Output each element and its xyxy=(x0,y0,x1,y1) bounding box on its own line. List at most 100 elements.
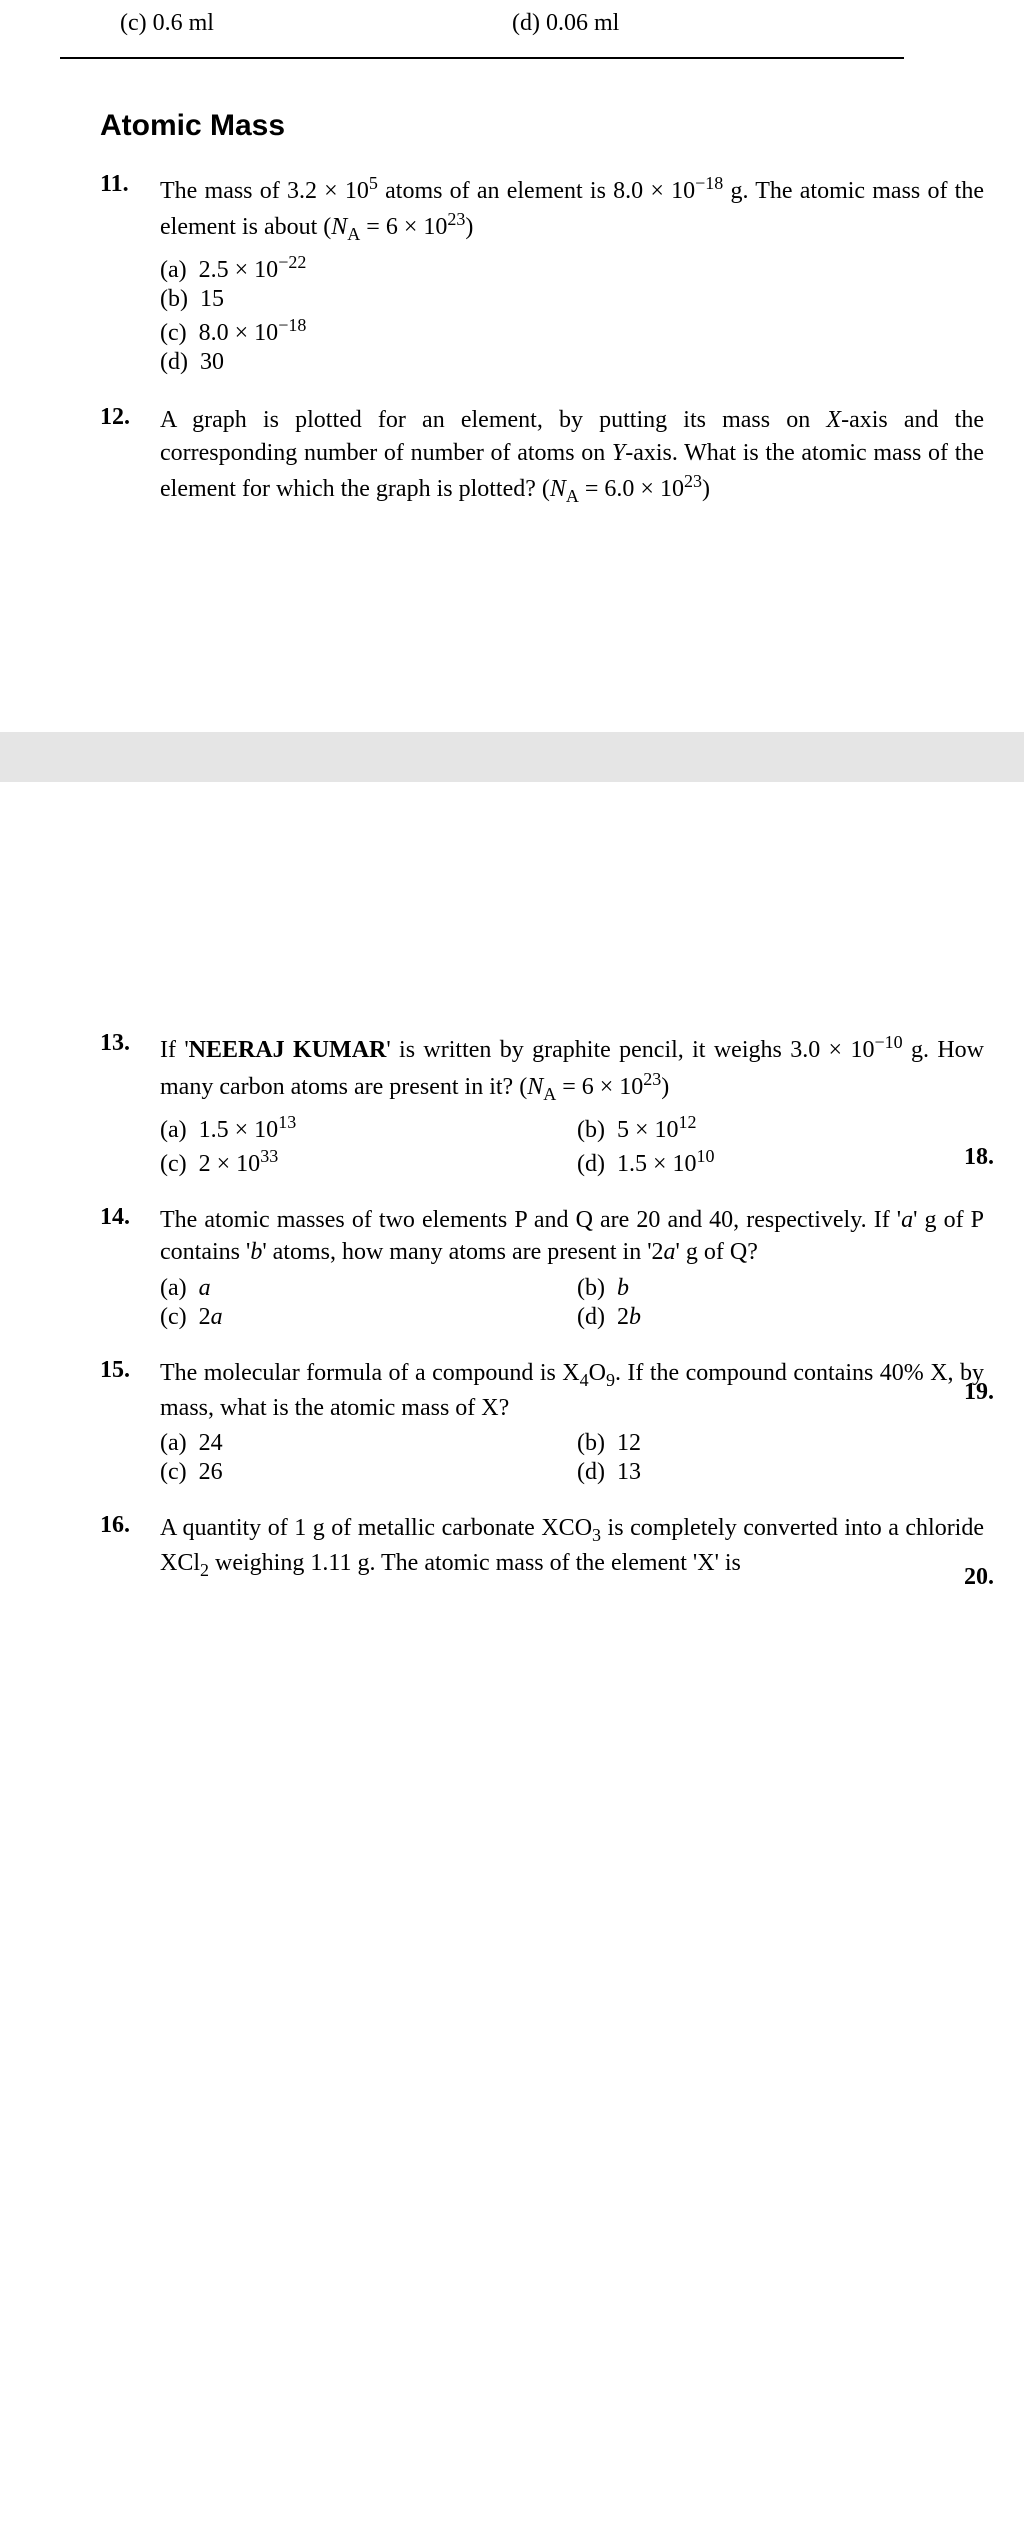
option-c: (c) 8.0 × 10−18 xyxy=(160,315,984,347)
question-number: 13. xyxy=(100,1030,160,1177)
option-label: (c) xyxy=(160,1151,187,1177)
question-13: 13. If 'NEERAJ KUMAR' is written by grap… xyxy=(0,1022,1024,1195)
option-b: (b) 15 xyxy=(160,286,984,313)
option-var: b xyxy=(629,1304,641,1330)
option-text: 15 xyxy=(200,286,224,312)
exponent: 12 xyxy=(679,1112,697,1132)
text: ) xyxy=(465,214,473,240)
question-16-container: 16. A quantity of 1 g of metallic carbon… xyxy=(0,1504,1024,1606)
question-14: 14. The atomic masses of two elements P … xyxy=(0,1196,1024,1349)
option-label: (d) xyxy=(160,349,188,375)
option-d: (d) 0.06 ml xyxy=(512,10,904,37)
spacer xyxy=(0,782,1024,1022)
option-b: (b) 5 × 1012 xyxy=(577,1112,984,1144)
question-stem: A quantity of 1 g of metallic carbonate … xyxy=(160,1512,984,1582)
option-d: (d) 1.5 × 1010 xyxy=(577,1146,984,1178)
option-text: 1.5 × 10 xyxy=(617,1151,697,1177)
var-b: b xyxy=(250,1239,262,1265)
question-stem: The molecular formula of a compound is X… xyxy=(160,1357,984,1424)
subscript: 4 xyxy=(580,1369,589,1389)
var-y: Y xyxy=(612,440,625,466)
option-c: (c) 2a xyxy=(160,1304,567,1331)
gray-band xyxy=(0,732,1024,782)
option-text: 26 xyxy=(199,1459,223,1485)
var-a: a xyxy=(901,1207,913,1233)
text: = 6 × 10 xyxy=(556,1074,643,1100)
side-number-20: 20. xyxy=(964,1564,994,1591)
question-body: The mass of 3.2 × 105 atoms of an elemen… xyxy=(160,171,984,378)
options-grid: (a) a (b) b (c) 2a (d) 2b xyxy=(160,1275,984,1331)
option-label: (d) xyxy=(577,1151,605,1177)
question-number: 11. xyxy=(100,171,160,378)
subscript: A xyxy=(566,486,579,506)
option-text: 2.5 × 10 xyxy=(199,257,279,283)
option-label: (d) xyxy=(577,1304,605,1330)
option-label: (a) xyxy=(160,1275,187,1301)
subscript: A xyxy=(347,224,360,244)
divider-line xyxy=(60,57,904,59)
option-label: (c) xyxy=(160,320,187,346)
option-text: 24 xyxy=(199,1430,223,1456)
var-x: X xyxy=(826,407,841,433)
text: O xyxy=(589,1360,606,1386)
subscript: A xyxy=(543,1084,556,1104)
exponent: 23 xyxy=(447,209,465,229)
section-title: Atomic Mass xyxy=(0,109,1024,163)
text: A quantity of 1 g of metallic carbonate … xyxy=(160,1515,592,1541)
option-a: (a) 2.5 × 10−22 xyxy=(160,252,984,284)
var-n: N xyxy=(527,1074,543,1100)
question-stem: If 'NEERAJ KUMAR' is written by graphite… xyxy=(160,1030,984,1105)
exponent: −22 xyxy=(278,252,306,272)
option-label: (d) xyxy=(577,1459,605,1485)
question-16: 16. A quantity of 1 g of metallic carbon… xyxy=(0,1504,1024,1606)
top-option-row: (c) 0.6 ml (d) 0.06 ml xyxy=(0,0,1024,57)
text: ) xyxy=(702,476,710,502)
option-label: (b) xyxy=(577,1430,605,1456)
option-label: (a) xyxy=(160,1117,187,1143)
text: ) xyxy=(661,1074,669,1100)
question-body: The atomic masses of two elements P and … xyxy=(160,1204,984,1331)
option-label: (a) xyxy=(160,1430,187,1456)
exponent: 5 xyxy=(369,173,378,193)
question-number: 12. xyxy=(100,404,160,514)
option-text: 8.0 × 10 xyxy=(199,320,279,346)
text: The molecular formula of a compound is X xyxy=(160,1360,580,1386)
option-text: 13 xyxy=(617,1459,641,1485)
text: atoms of an element is 8.0 × 10 xyxy=(378,178,695,204)
text: ' atoms, how many atoms are present in '… xyxy=(262,1239,663,1265)
spacer xyxy=(0,532,1024,732)
text: A graph is plotted for an element, by pu… xyxy=(160,407,826,433)
question-stem: The mass of 3.2 × 105 atoms of an elemen… xyxy=(160,171,984,246)
option-label: (b) xyxy=(160,286,188,312)
bold-text: NEERAJ KUMAR xyxy=(189,1037,387,1063)
option-label: (b) xyxy=(577,1275,605,1301)
option-d: (d) 30 xyxy=(160,349,984,376)
text: If ' xyxy=(160,1037,189,1063)
question-body: A quantity of 1 g of metallic carbonate … xyxy=(160,1512,984,1588)
text: The atomic masses of two elements P and … xyxy=(160,1207,901,1233)
option-text: 2 × 10 xyxy=(199,1151,261,1177)
side-number-19: 19. xyxy=(964,1379,994,1406)
question-body: The molecular formula of a compound is X… xyxy=(160,1357,984,1486)
question-number: 15. xyxy=(100,1357,160,1486)
option-text: 5 × 10 xyxy=(617,1117,679,1143)
question-12: 12. A graph is plotted for an element, b… xyxy=(0,396,1024,532)
option-c: (c) 26 xyxy=(160,1459,567,1486)
exponent: 23 xyxy=(643,1069,661,1089)
text: ' is written by graphite pencil, it weig… xyxy=(386,1037,874,1063)
option-b: (b) 12 xyxy=(577,1430,984,1457)
option-b: (b) b xyxy=(577,1275,984,1302)
options-grid: (a) 24 (b) 12 (c) 26 (d) 13 xyxy=(160,1430,984,1486)
option-label: (c) xyxy=(160,1304,187,1330)
text: weighing 1.11 g. The atomic mass of the … xyxy=(209,1550,741,1576)
option-text: 30 xyxy=(200,349,224,375)
exponent: 23 xyxy=(684,471,702,491)
option-var: a xyxy=(211,1304,223,1330)
exponent: −18 xyxy=(278,315,306,335)
text: = 6.0 × 10 xyxy=(579,476,684,502)
option-a: (a) 1.5 × 1013 xyxy=(160,1112,567,1144)
side-number-18: 18. xyxy=(964,1144,994,1171)
subscript: 9 xyxy=(606,1369,615,1389)
options-list: (a) 2.5 × 10−22 (b) 15 (c) 8.0 × 10−18 (… xyxy=(160,252,984,376)
page: (c) 0.6 ml (d) 0.06 ml Atomic Mass 11. T… xyxy=(0,0,1024,1606)
